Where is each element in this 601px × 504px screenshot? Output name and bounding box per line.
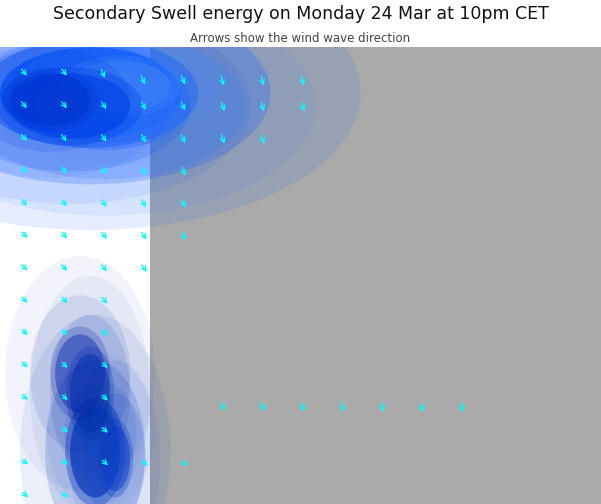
Ellipse shape (10, 74, 130, 139)
Ellipse shape (45, 360, 145, 504)
Ellipse shape (65, 397, 125, 504)
Ellipse shape (0, 0, 316, 216)
Ellipse shape (0, 2, 270, 184)
Ellipse shape (0, 47, 180, 139)
Ellipse shape (0, 8, 251, 204)
Ellipse shape (66, 346, 114, 440)
Ellipse shape (20, 315, 170, 504)
Ellipse shape (100, 426, 130, 491)
Ellipse shape (21, 62, 189, 150)
Text: Arrows show the wind wave direction: Arrows show the wind wave direction (191, 32, 410, 44)
Ellipse shape (0, 33, 245, 179)
Ellipse shape (0, 21, 170, 178)
Ellipse shape (0, 8, 270, 165)
Ellipse shape (70, 354, 110, 432)
Ellipse shape (10, 74, 90, 125)
Ellipse shape (2, 68, 98, 131)
Text: Secondary Swell energy on Monday 24 Mar at 10pm CET: Secondary Swell energy on Monday 24 Mar … (52, 5, 549, 23)
Ellipse shape (79, 401, 122, 464)
Ellipse shape (0, 38, 198, 148)
Ellipse shape (0, 47, 130, 152)
Ellipse shape (70, 360, 160, 504)
Ellipse shape (70, 406, 120, 497)
Ellipse shape (20, 34, 221, 139)
Ellipse shape (70, 60, 170, 112)
Ellipse shape (64, 380, 136, 484)
Ellipse shape (50, 315, 130, 471)
Ellipse shape (50, 327, 110, 420)
Ellipse shape (85, 393, 145, 504)
Ellipse shape (0, 41, 191, 171)
Ellipse shape (30, 276, 150, 504)
Ellipse shape (30, 295, 130, 452)
Ellipse shape (60, 55, 180, 118)
Bar (150, 47, 601, 504)
Ellipse shape (0, 0, 361, 230)
Ellipse shape (97, 419, 133, 497)
Ellipse shape (82, 406, 118, 458)
Ellipse shape (0, 67, 142, 145)
Ellipse shape (46, 354, 154, 504)
Ellipse shape (35, 70, 175, 143)
Ellipse shape (55, 334, 105, 413)
